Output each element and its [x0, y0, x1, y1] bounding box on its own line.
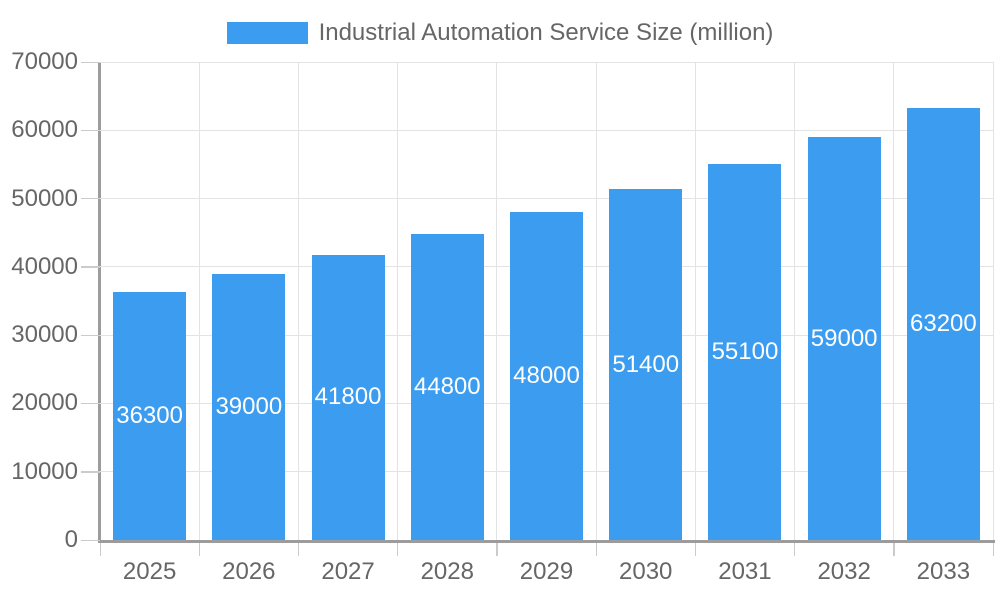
y-axis-tick — [81, 402, 100, 405]
x-axis-tick — [992, 543, 994, 556]
bar-2028[interactable]: 44800 — [410, 234, 484, 540]
bar-2033[interactable]: 63200 — [906, 108, 980, 540]
y-axis-tick — [81, 471, 100, 473]
legend-swatch[interactable] — [226, 22, 308, 44]
x-axis-category-label: 2029 — [519, 558, 574, 585]
bar-2027[interactable]: 41800 — [311, 254, 385, 540]
gridline-vertical — [297, 62, 299, 540]
legend[interactable]: Industrial Automation Service Size (mill… — [0, 20, 1000, 46]
bar-2031[interactable]: 55100 — [708, 163, 782, 540]
x-axis-tick — [297, 543, 300, 556]
gridline-vertical — [893, 62, 895, 540]
y-axis-tick-label: 50000 — [11, 184, 78, 212]
plot-area: 36300 39000 41800 44800 48000 51400 55100 59000… — [100, 61, 994, 540]
y-axis-tick — [81, 129, 100, 132]
y-axis-tick — [81, 334, 100, 336]
x-axis-tick — [99, 543, 101, 556]
x-axis-line — [98, 539, 995, 543]
gridline-vertical — [595, 62, 597, 540]
gridline-horizontal — [100, 198, 993, 200]
bar-2030[interactable]: 51400 — [609, 189, 683, 540]
bar-2025[interactable]: 36300 — [113, 292, 187, 540]
x-axis-tick — [595, 543, 597, 556]
y-axis-line — [98, 62, 101, 543]
y-axis-tick-label: 70000 — [11, 48, 78, 75]
bar-value-label: 44800 — [413, 373, 481, 401]
bar-value-label: 55100 — [711, 337, 779, 365]
x-axis-tick — [794, 543, 796, 556]
y-axis-tick — [81, 539, 100, 541]
y-axis-tick-label: 0 — [64, 526, 78, 553]
x-axis-tick — [893, 543, 895, 556]
gridline-horizontal — [100, 61, 993, 63]
x-axis-category-label: 2028 — [420, 558, 474, 585]
y-axis-tick-label: 10000 — [11, 457, 78, 485]
bar-value-label: 51400 — [612, 350, 680, 378]
x-axis-category-label: 2031 — [718, 558, 772, 585]
y-axis-tick — [81, 61, 100, 63]
x-axis-category-label: 2026 — [222, 558, 276, 585]
bar-value-label: 36300 — [116, 402, 183, 430]
x-axis-category-label: 2033 — [916, 558, 971, 585]
x-axis-tick — [198, 543, 201, 556]
y-axis-tick-label: 40000 — [11, 252, 78, 280]
gridline-vertical — [694, 62, 696, 540]
x-axis-category-label: 2027 — [321, 558, 375, 585]
bar-value-label: 39000 — [215, 392, 283, 420]
y-axis-tick — [81, 266, 100, 268]
x-axis-tick — [496, 543, 498, 556]
bar-value-label: 63200 — [910, 310, 977, 338]
bar-2032[interactable]: 59000 — [807, 137, 881, 540]
x-axis-category-label: 2032 — [817, 558, 871, 585]
bar-value-label: 48000 — [513, 362, 580, 390]
y-axis-tick-label: 60000 — [11, 116, 78, 144]
x-axis-category-label: 2025 — [122, 558, 177, 585]
legend-label[interactable]: Industrial Automation Service Size (mill… — [318, 19, 774, 46]
bar-value-label: 41800 — [314, 383, 382, 411]
gridline-vertical — [496, 62, 498, 540]
x-axis-category-label: 2030 — [619, 558, 673, 585]
gridline-vertical — [198, 62, 200, 540]
gridline-vertical — [397, 62, 399, 540]
bar-2026[interactable]: 39000 — [212, 273, 286, 540]
bar-value-label: 59000 — [810, 324, 878, 352]
y-axis-tick-label: 30000 — [11, 321, 78, 349]
gridline-vertical — [992, 62, 994, 540]
x-axis-tick — [694, 543, 697, 556]
gridline-vertical — [794, 62, 796, 540]
y-axis-tick-label: 20000 — [11, 389, 78, 417]
bar-2029[interactable]: 48000 — [510, 212, 583, 540]
x-axis-tick — [397, 543, 399, 556]
gridline-horizontal — [100, 129, 993, 131]
y-axis-tick — [81, 198, 100, 200]
